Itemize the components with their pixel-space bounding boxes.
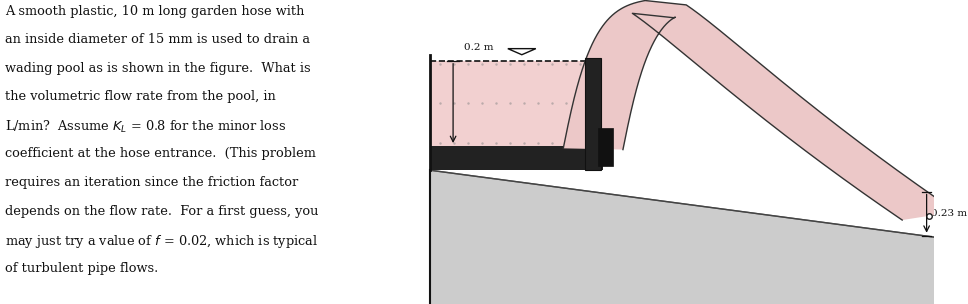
Text: coefficient at the hose entrance.  (This problem: coefficient at the hose entrance. (This …	[5, 147, 316, 161]
Polygon shape	[430, 146, 603, 170]
Text: the volumetric flow rate from the pool, in: the volumetric flow rate from the pool, …	[5, 90, 276, 103]
Polygon shape	[430, 170, 934, 304]
Text: wading pool as is shown in the figure.  What is: wading pool as is shown in the figure. W…	[5, 62, 311, 75]
Text: requires an iteration since the friction factor: requires an iteration since the friction…	[5, 176, 298, 189]
Text: of turbulent pipe flows.: of turbulent pipe flows.	[5, 262, 158, 275]
Polygon shape	[508, 49, 536, 55]
Text: A smooth plastic, 10 m long garden hose with: A smooth plastic, 10 m long garden hose …	[5, 5, 304, 18]
Text: L/min?  Assume $K_L$ = 0.8 for the minor loss: L/min? Assume $K_L$ = 0.8 for the minor …	[5, 119, 286, 135]
Text: may just try a value of $f$ = 0.02, which is typical: may just try a value of $f$ = 0.02, whic…	[5, 233, 318, 250]
Polygon shape	[598, 128, 614, 166]
Polygon shape	[586, 58, 601, 170]
Polygon shape	[430, 61, 603, 146]
Text: depends on the flow rate.  For a first guess, you: depends on the flow rate. For a first gu…	[5, 205, 318, 218]
Text: an inside diameter of 15 mm is used to drain a: an inside diameter of 15 mm is used to d…	[5, 33, 310, 46]
Polygon shape	[563, 1, 956, 220]
Text: 0.2 m: 0.2 m	[465, 43, 494, 52]
Text: 0.23 m: 0.23 m	[931, 209, 967, 218]
